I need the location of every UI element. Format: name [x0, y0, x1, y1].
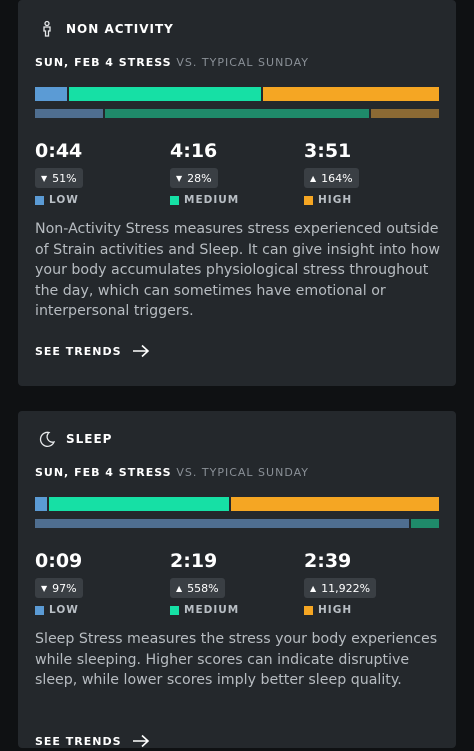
stat-legend: MEDIUM	[170, 604, 239, 616]
high-segment	[263, 87, 439, 101]
arrow-up-icon: ▲	[176, 583, 183, 593]
today-stress-bar	[35, 497, 439, 511]
typical-low-segment	[35, 519, 409, 528]
stress-stats: 0:09 ▼ 97% LOW 2:19 ▲ 558% MEDIUM 2:39	[35, 550, 439, 620]
sleep-card: SLEEP SUN, FEB 4 STRESS VS. TYPICAL SUND…	[18, 411, 456, 748]
arrow-down-icon: ▼	[41, 173, 48, 183]
card-title: SLEEP	[66, 432, 113, 446]
legend-label: HIGH	[318, 194, 353, 206]
card-header: NON ACTIVITY	[38, 20, 174, 38]
arrow-down-icon: ▼	[176, 173, 183, 183]
change-value: 11,922%	[321, 581, 371, 595]
typical-medium-segment	[105, 109, 369, 118]
arrow-right-icon	[132, 344, 150, 358]
arrow-right-icon	[132, 734, 150, 748]
low-stat: 0:44 ▼ 51% LOW	[35, 140, 165, 206]
legend-swatch	[304, 605, 313, 615]
legend-label: HIGH	[318, 604, 353, 616]
change-badge: ▼ 28%	[170, 168, 218, 188]
stat-legend: MEDIUM	[170, 194, 239, 206]
change-badge: ▲ 558%	[170, 578, 225, 598]
low-stat: 0:09 ▼ 97% LOW	[35, 550, 165, 616]
change-badge: ▼ 97%	[35, 578, 83, 598]
card-title: NON ACTIVITY	[66, 22, 174, 36]
low-segment	[35, 87, 67, 101]
person-standing-icon	[38, 20, 56, 38]
stat-time: 2:39	[304, 550, 352, 572]
legend-swatch	[35, 195, 44, 205]
stress-stats: 0:44 ▼ 51% LOW 4:16 ▼ 28% MEDIUM 3:51	[35, 140, 439, 210]
typical-high-segment	[371, 109, 439, 118]
legend-swatch	[35, 605, 44, 615]
arrow-up-icon: ▲	[310, 583, 317, 593]
stat-legend: HIGH	[304, 194, 352, 206]
legend-label: LOW	[49, 194, 79, 206]
typical-medium-segment	[410, 519, 439, 528]
vs-label: VS. TYPICAL SUNDAY	[176, 56, 309, 69]
change-value: 28%	[187, 171, 212, 185]
change-value: 97%	[52, 581, 77, 595]
see-trends-label: SEE TRENDS	[35, 734, 122, 748]
arrow-up-icon: ▲	[310, 173, 317, 183]
stat-time: 0:44	[35, 140, 83, 162]
vs-label: VS. TYPICAL SUNDAY	[176, 466, 309, 479]
medium-stat: 2:19 ▲ 558% MEDIUM	[170, 550, 300, 616]
legend-swatch	[170, 195, 179, 205]
card-description: Non-Activity Stress measures stress expe…	[35, 221, 440, 319]
change-value: 51%	[52, 171, 77, 185]
legend-swatch	[304, 195, 313, 205]
crescent-moon-icon	[38, 430, 56, 448]
date-label: SUN, FEB 4 STRESS	[35, 466, 172, 479]
typical-stress-bar	[35, 109, 439, 118]
see-trends-link[interactable]: SEE TRENDS	[35, 344, 150, 358]
comparison-label: SUN, FEB 4 STRESS VS. TYPICAL SUNDAY	[35, 56, 309, 69]
comparison-label: SUN, FEB 4 STRESS VS. TYPICAL SUNDAY	[35, 466, 309, 479]
change-value: 558%	[187, 581, 219, 595]
stat-legend: HIGH	[304, 604, 352, 616]
today-stress-bar	[35, 87, 439, 101]
typical-stress-bar	[35, 519, 439, 528]
see-trends-label: SEE TRENDS	[35, 344, 122, 358]
typical-low-segment	[35, 109, 103, 118]
change-badge: ▲ 164%	[304, 168, 359, 188]
card-description: Sleep Stress measures the stress your bo…	[35, 631, 438, 688]
legend-label: MEDIUM	[184, 194, 240, 206]
see-trends-link[interactable]: SEE TRENDS	[35, 734, 150, 748]
date-label: SUN, FEB 4 STRESS	[35, 56, 172, 69]
arrow-down-icon: ▼	[41, 583, 48, 593]
stat-time: 2:19	[170, 550, 218, 572]
change-badge: ▼ 51%	[35, 168, 83, 188]
stat-time: 3:51	[304, 140, 352, 162]
high-segment	[231, 497, 439, 511]
stat-time: 0:09	[35, 550, 83, 572]
medium-segment	[69, 87, 261, 101]
stat-legend: LOW	[35, 604, 79, 616]
legend-swatch	[170, 605, 179, 615]
high-stat: 3:51 ▲ 164% HIGH	[304, 140, 434, 206]
high-stat: 2:39 ▲ 11,922% HIGH	[304, 550, 434, 616]
legend-label: MEDIUM	[184, 604, 240, 616]
low-segment	[35, 497, 47, 511]
stat-time: 4:16	[170, 140, 218, 162]
change-value: 164%	[321, 171, 353, 185]
legend-label: LOW	[49, 604, 79, 616]
stat-legend: LOW	[35, 194, 79, 206]
medium-stat: 4:16 ▼ 28% MEDIUM	[170, 140, 300, 206]
change-badge: ▲ 11,922%	[304, 578, 377, 598]
medium-segment	[49, 497, 229, 511]
card-header: SLEEP	[38, 430, 112, 448]
non-activity-card: NON ACTIVITY SUN, FEB 4 STRESS VS. TYPIC…	[18, 0, 456, 386]
